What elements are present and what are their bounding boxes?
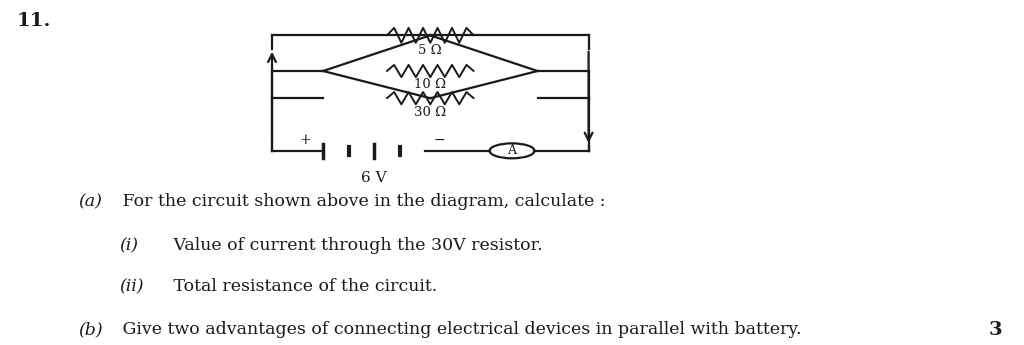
Text: (a): (a) [78,193,101,210]
Text: For the circuit shown above in the diagram, calculate :: For the circuit shown above in the diagr… [117,193,605,210]
Text: 11.: 11. [16,12,51,30]
Text: 10 Ω: 10 Ω [415,78,446,91]
Text: (ii): (ii) [119,278,143,295]
Text: 5 Ω: 5 Ω [419,44,442,57]
Text: (b): (b) [78,321,102,338]
Text: Give two advantages of connecting electrical devices in parallel with battery.: Give two advantages of connecting electr… [117,321,802,338]
Text: 30 Ω: 30 Ω [415,106,446,119]
Text: Value of current through the 30V resistor.: Value of current through the 30V resisto… [168,237,543,254]
Text: (i): (i) [119,237,138,254]
Text: −: − [433,133,445,147]
Text: +: + [299,133,311,147]
Text: 3: 3 [988,321,1002,339]
Text: 6 V: 6 V [361,170,387,185]
Text: Total resistance of the circuit.: Total resistance of the circuit. [168,278,437,295]
Text: A: A [508,144,516,157]
